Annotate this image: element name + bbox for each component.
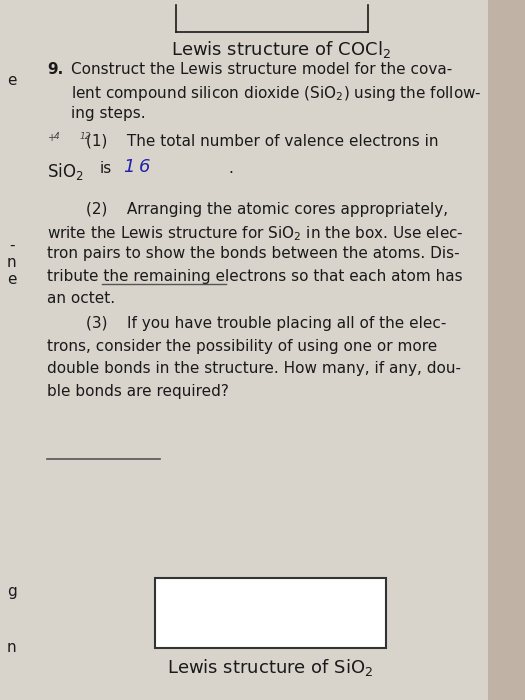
Text: ing steps.: ing steps.: [71, 106, 145, 121]
Bar: [488, 0, 525, 700]
Text: write the Lewis structure for SiO$_2$ in the box. Use elec-: write the Lewis structure for SiO$_2$ in…: [47, 224, 464, 243]
Text: tron pairs to show the bonds between the atoms. Dis-: tron pairs to show the bonds between the…: [47, 246, 460, 261]
Text: 9.: 9.: [47, 62, 64, 76]
Text: Lewis structure of SiO$_2$: Lewis structure of SiO$_2$: [167, 657, 373, 678]
Text: g: g: [7, 584, 16, 599]
Text: (3)    If you have trouble placing all of the elec-: (3) If you have trouble placing all of t…: [47, 316, 447, 331]
Text: (1)    The total number of valence electrons in: (1) The total number of valence electron…: [47, 133, 439, 148]
Text: (2)    Arranging the atomic cores appropriately,: (2) Arranging the atomic cores appropria…: [47, 202, 448, 216]
Text: Construct the Lewis structure model for the cova-: Construct the Lewis structure model for …: [71, 62, 452, 76]
Text: Lewis structure of COCl$_2$: Lewis structure of COCl$_2$: [171, 38, 391, 60]
Text: .: .: [228, 161, 233, 176]
Text: tribute the remaining electrons so that each atom has: tribute the remaining electrons so that …: [47, 269, 463, 284]
Text: 4: 4: [54, 132, 59, 141]
Text: is: is: [100, 161, 112, 176]
Text: lent compound silicon dioxide (SiO$_2$) using the follow-: lent compound silicon dioxide (SiO$_2$) …: [71, 84, 481, 103]
Text: trons, consider the possibility of using one or more: trons, consider the possibility of using…: [47, 339, 437, 354]
Text: 12: 12: [80, 132, 91, 141]
Text: n: n: [7, 640, 16, 655]
Text: double bonds in the structure. How many, if any, dou-: double bonds in the structure. How many,…: [47, 361, 461, 376]
Text: an octet.: an octet.: [47, 291, 116, 306]
Text: 1: 1: [123, 158, 135, 176]
Text: n: n: [7, 255, 16, 270]
Text: -: -: [9, 237, 14, 253]
Text: +: +: [48, 133, 56, 143]
Text: 6: 6: [139, 158, 151, 176]
Text: e: e: [7, 272, 16, 288]
Bar: [155, 578, 386, 648]
Text: e: e: [7, 73, 16, 88]
Text: ble bonds are required?: ble bonds are required?: [47, 384, 229, 398]
Text: SiO$_2$: SiO$_2$: [47, 161, 84, 182]
